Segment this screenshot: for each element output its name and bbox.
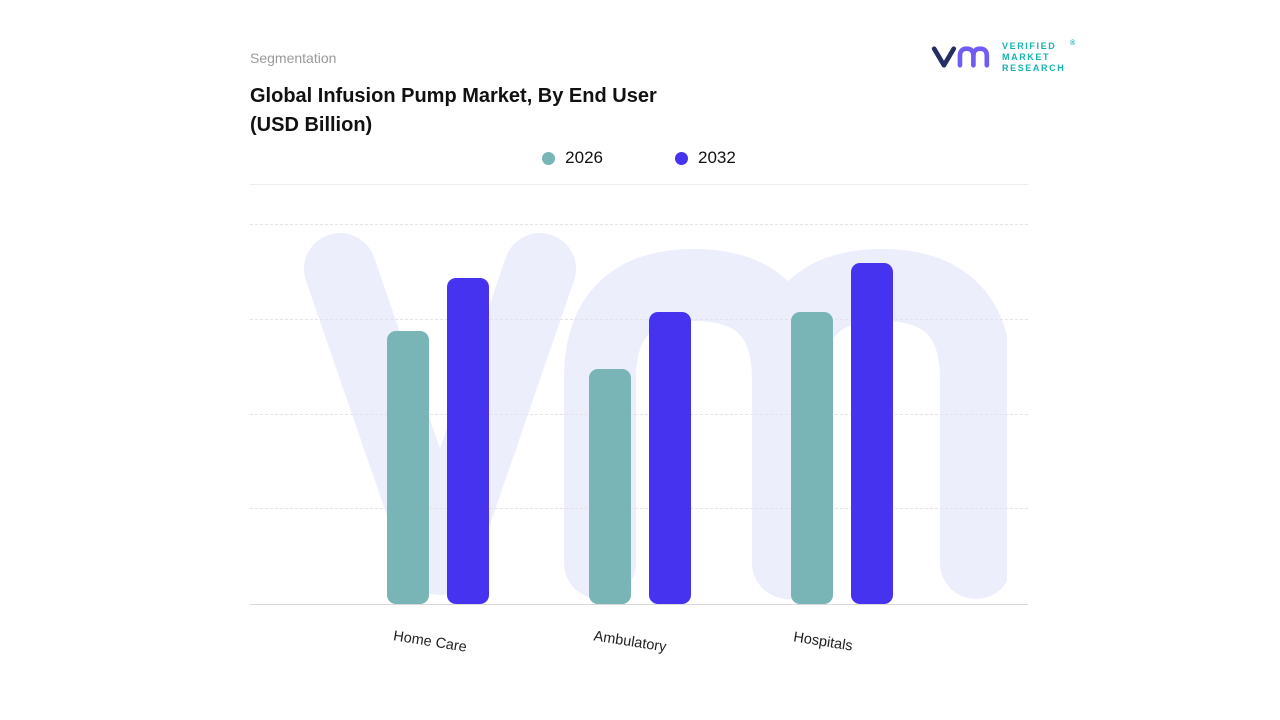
legend-item-2032: 2032 [675,148,736,168]
gridline [250,413,1028,415]
gridline [250,318,1028,320]
vmr-logo: VERIFIED MARKET RESEARCH ® [930,36,1076,78]
legend-swatch-2032 [675,151,688,165]
legend: 2026 2032 [250,148,1028,168]
chart-title-line2: (USD Billion) [250,114,373,136]
x-axis-label-hospitals: Hospitals [792,629,854,655]
bar-2032-ambulatory [649,312,691,604]
vmr-logo-text: VERIFIED MARKET RESEARCH ® [1002,39,1076,74]
legend-item-2026: 2026 [542,148,603,168]
vmr-logo-text-line: MARKET [1002,51,1051,62]
bar-chart-plot-area [250,224,1028,605]
vmr-logo-text-line: VERIFIED [1002,40,1057,51]
legend-swatch-2026 [542,151,556,165]
bar-2026-hospitals [791,312,833,604]
bar-2026-ambulatory [589,369,631,604]
chart-title: Global Infusion Pump Market, By End User… [250,82,657,140]
bar-2026-home-care [387,331,429,604]
legend-label-2032: 2032 [698,148,736,167]
header-divider [250,184,1028,185]
x-axis-label-ambulatory: Ambulatory [592,628,668,656]
vmr-logo-mark-icon [931,46,990,68]
segmentation-label: Segmentation [250,50,337,66]
registered-trademark-icon: ® [1070,39,1076,47]
x-axis-label-home-care: Home Care [392,628,468,656]
bar-2032-home-care [447,278,489,604]
vmr-logo-text-line: RESEARCH [1002,62,1066,73]
x-axis-labels: Home Care Ambulatory Hospitals [250,628,1028,684]
chart-title-line1: Global Infusion Pump Market, By End User [250,85,657,107]
legend-label-2026: 2026 [565,148,603,167]
gridline [250,508,1028,510]
gridline [250,224,1028,225]
bar-2032-hospitals [851,262,893,604]
